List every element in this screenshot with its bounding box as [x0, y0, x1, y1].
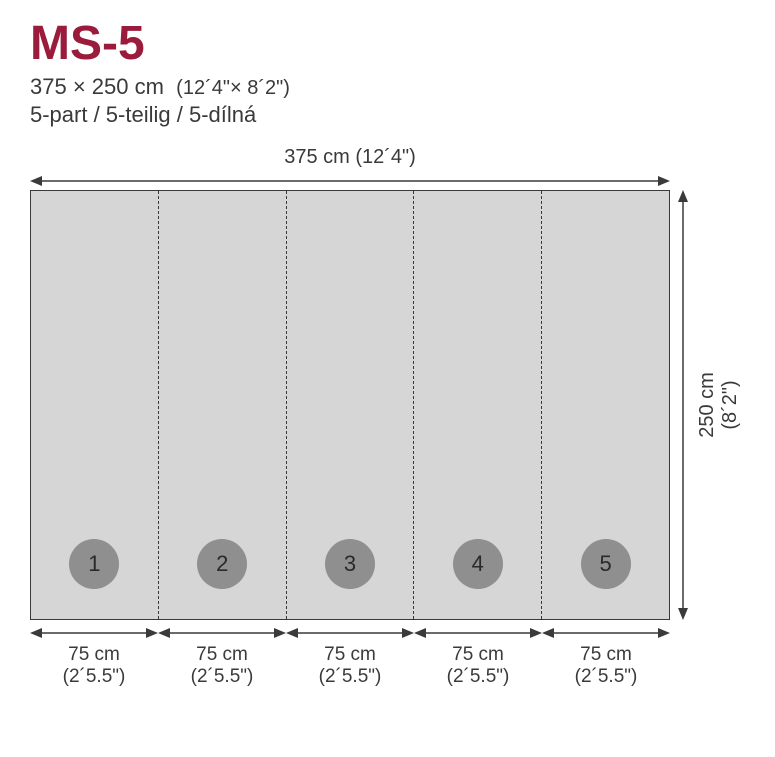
- panel-badge: 1: [69, 539, 119, 589]
- bottom-arrow-3: [286, 626, 414, 640]
- bottom-label-4: 75 cm (2´5.5"): [414, 644, 542, 688]
- panel-badge: 5: [581, 539, 631, 589]
- right-dimension-label: 250 cm (8´2"): [696, 190, 744, 620]
- bottom-cm: 75 cm: [324, 644, 376, 665]
- panel-grid: 1 2 3 4 5: [30, 190, 670, 620]
- product-code: MS-5: [30, 20, 745, 68]
- bottom-dimension-arrows: [30, 626, 670, 640]
- panel-2: 2: [159, 191, 287, 619]
- bottom-imp: (2´5.5"): [63, 666, 126, 687]
- right-dim-imp: (8´2"): [719, 380, 741, 429]
- bottom-imp: (2´5.5"): [191, 666, 254, 687]
- panel-diagram: 375 cm (12´4") 1 2 3 4 5 250: [30, 146, 745, 706]
- bottom-cm: 75 cm: [68, 644, 120, 665]
- bottom-cm: 75 cm: [196, 644, 248, 665]
- top-dimension-label: 375 cm (12´4"): [30, 146, 670, 169]
- dim-imperial: (12´4"× 8´2"): [176, 77, 290, 99]
- bottom-imp: (2´5.5"): [319, 666, 382, 687]
- bottom-arrow-4: [414, 626, 542, 640]
- top-dimension-arrow: [30, 174, 670, 188]
- bottom-label-5: 75 cm (2´5.5"): [542, 644, 670, 688]
- bottom-dimension-labels: 75 cm (2´5.5") 75 cm (2´5.5") 75 cm (2´5…: [30, 644, 670, 688]
- panel-1: 1: [31, 191, 159, 619]
- bottom-cm: 75 cm: [580, 644, 632, 665]
- panel-3: 3: [287, 191, 415, 619]
- bottom-imp: (2´5.5"): [575, 666, 638, 687]
- panel-badge: 2: [197, 539, 247, 589]
- bottom-arrow-5: [542, 626, 670, 640]
- dimensions-line: 375 × 250 cm (12´4"× 8´2"): [30, 74, 745, 100]
- bottom-label-1: 75 cm (2´5.5"): [30, 644, 158, 688]
- panel-badge: 3: [325, 539, 375, 589]
- panel-4: 4: [414, 191, 542, 619]
- right-dim-cm: 250 cm: [696, 372, 718, 438]
- bottom-label-3: 75 cm (2´5.5"): [286, 644, 414, 688]
- right-dimension-arrow: [676, 190, 690, 620]
- panel-5: 5: [542, 191, 669, 619]
- bottom-arrow-2: [158, 626, 286, 640]
- bottom-label-2: 75 cm (2´5.5"): [158, 644, 286, 688]
- bottom-arrow-1: [30, 626, 158, 640]
- bottom-imp: (2´5.5"): [447, 666, 510, 687]
- parts-line: 5-part / 5-teilig / 5-dílná: [30, 102, 745, 128]
- bottom-cm: 75 cm: [452, 644, 504, 665]
- panel-badge: 4: [453, 539, 503, 589]
- dim-metric: 375 × 250 cm: [30, 74, 164, 99]
